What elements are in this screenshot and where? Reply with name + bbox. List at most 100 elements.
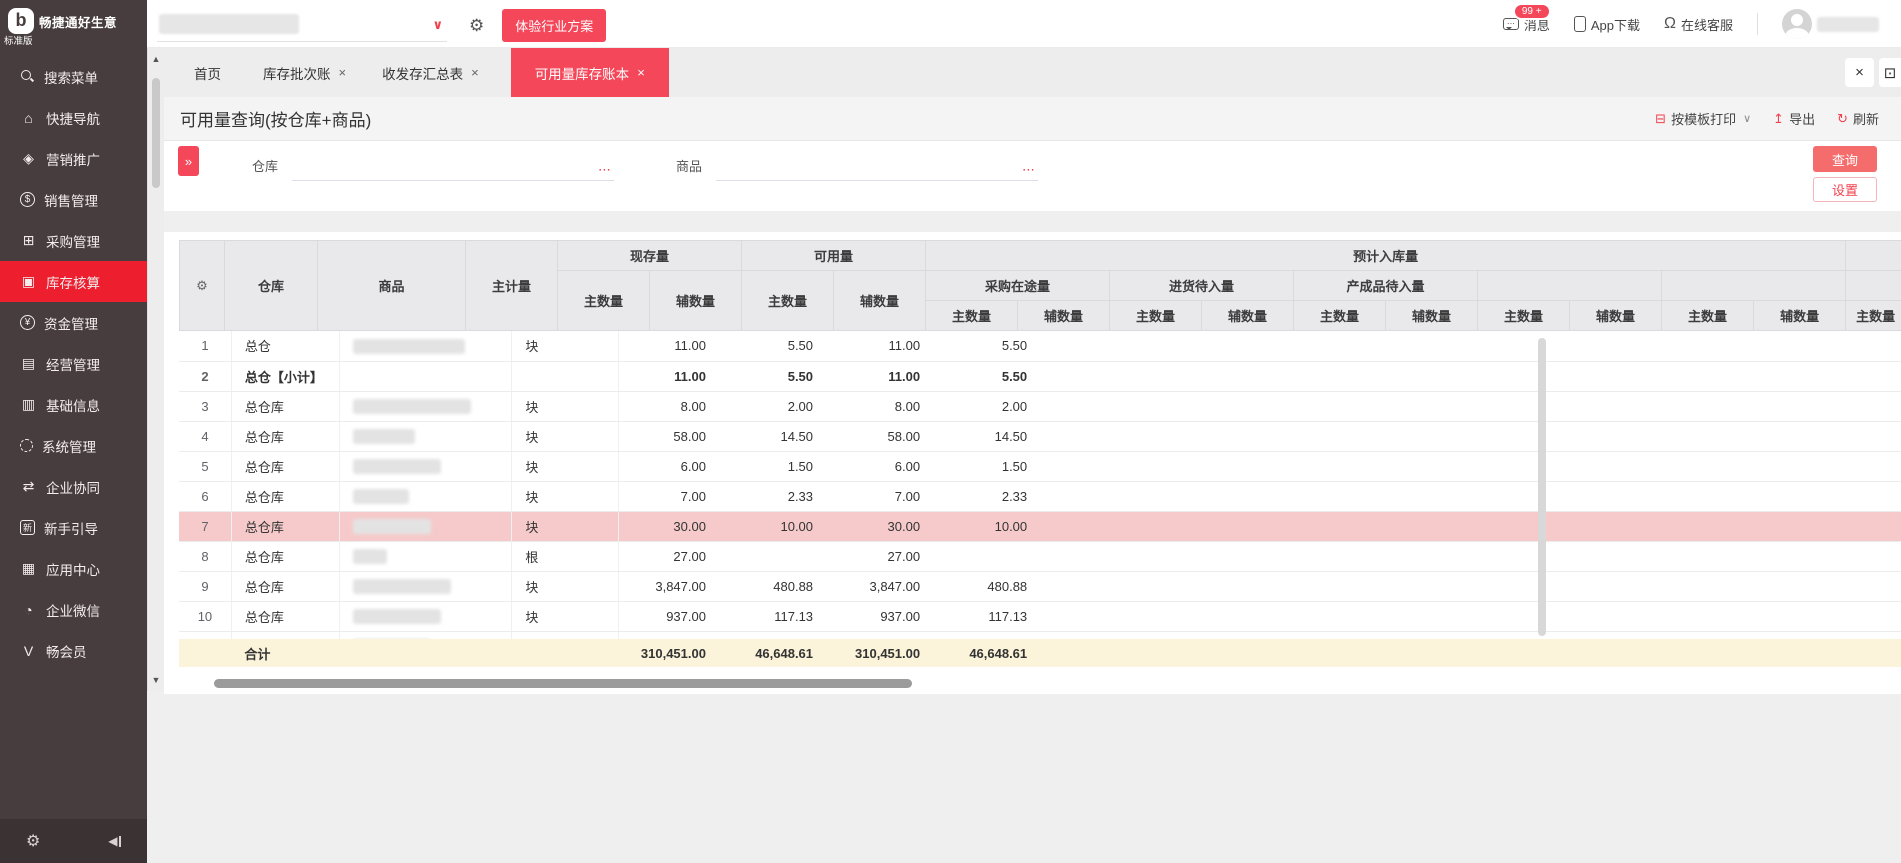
empty-cells [1047,361,1901,392]
close-icon[interactable]: × [637,65,645,80]
col-header-main-unit[interactable]: 主计量 [465,240,558,331]
table-row[interactable]: 8 总仓库 根 27.00 27.00 [179,541,1901,572]
empty-cells [1047,571,1901,602]
sidebar-item-inventory[interactable]: ▣ 库存核算 [0,261,147,302]
company-select[interactable]: ∨ [157,10,447,42]
gear-icon[interactable]: ⚙ [469,15,485,35]
unit-cell: 根 [511,541,620,572]
fullscreen-icon[interactable]: ⊡ [1879,58,1901,87]
scroll-down-icon[interactable]: ▼ [151,675,161,685]
vertical-scrollbar[interactable] [1538,338,1546,636]
chevron-down-icon[interactable]: ∨ [1743,113,1752,125]
scroll-up-icon[interactable]: ▲ [151,54,161,64]
sales-icon: $ [20,192,35,207]
refresh-button[interactable]: ↻ 刷新 [1837,109,1879,128]
settings-button[interactable]: 设置 [1813,177,1877,202]
col-header-aux-qty[interactable]: 辅数量 [1753,300,1847,331]
product-cell [339,511,513,542]
table-row[interactable]: 4 总仓库 块 58.00 14.50 58.00 14.50 [179,421,1901,452]
row-number: 5 [179,451,232,482]
table-row[interactable]: 10 总仓库 块 937.00 117.13 937.00 117.13 [179,601,1901,632]
tv-icon: ▦ [21,560,36,576]
expand-filters-button[interactable]: » [178,146,199,176]
export-button[interactable]: ↥ 导出 [1773,109,1815,128]
table-row-selected[interactable]: 7 总仓库 块 30.00 10.00 30.00 10.00 [179,511,1901,542]
print-by-template-button[interactable]: ⊟ 按模板打印 ∨ [1655,109,1751,128]
close-icon[interactable]: × [338,65,347,80]
sidebar-item-sales[interactable]: $ 销售管理 [0,179,147,220]
horizontal-scrollbar[interactable] [179,679,1891,688]
col-header-warehouse[interactable]: 仓库 [224,240,318,331]
table-row[interactable]: 6 总仓库 块 7.00 2.33 7.00 2.33 [179,481,1901,512]
warehouse-picker-icon[interactable]: ⋯ [598,162,613,177]
product-input[interactable]: ⋯ [716,155,1039,181]
tab-home[interactable]: 首页 [164,48,245,97]
try-industry-solution-button[interactable]: 体验行业方案 [502,9,607,42]
sidebar-item-quick-nav[interactable]: ⌂ 快捷导航 [0,97,147,138]
col-header-main-qty[interactable]: 主数量 [557,270,650,331]
sidebar-item-operations[interactable]: ▤ 经营管理 [0,343,147,384]
warehouse-input[interactable]: ⋯ [292,155,615,181]
sidebar-item-search-menu[interactable]: 搜索菜单 [0,56,147,97]
subgroup-finished-pending: 产成品待入量 [1293,270,1479,301]
column-settings-gear-icon[interactable]: ⚙ [179,240,225,331]
tab-label: 首页 [194,66,221,82]
col-header-main-qty[interactable]: 主数量 [925,300,1019,331]
app-download-button[interactable]: App下载 [1573,15,1640,34]
stock-aux-cell: 5.50 [725,331,834,362]
table-row-clipped[interactable]: 11 总仓库 块 110.00 14.75 110.00 14.75 [179,631,1901,639]
sidebar-item-app-center[interactable]: ▦ 应用中心 [0,548,147,589]
col-header-aux-qty[interactable]: 辅数量 [1201,300,1295,331]
table-row[interactable]: 3 总仓库 块 8.00 2.00 8.00 2.00 [179,391,1901,422]
chevron-down-icon[interactable]: ∨ [432,16,443,32]
online-support-button[interactable]: Ω 在线客服 [1664,15,1733,34]
close-all-icon[interactable]: × [1845,58,1874,87]
table-row[interactable]: 5 总仓库 块 6.00 1.50 6.00 1.50 [179,451,1901,482]
tab-label: 可用量库存账本 [534,66,630,82]
table-row[interactable]: 9 总仓库 块 3,847.00 480.88 3,847.00 480.88 [179,571,1901,602]
user-account[interactable] [1782,9,1879,39]
row-number: 3 [179,391,232,422]
redacted-product [353,399,472,415]
sidebar-item-wecom[interactable]: ◔ 企业微信 [0,589,147,630]
col-header-aux-qty[interactable]: 辅数量 [648,270,743,331]
product-picker-icon[interactable]: ⋯ [1022,162,1037,177]
export-label: 导出 [1789,112,1816,127]
col-header-main-qty[interactable]: 主数量 [1661,300,1755,331]
sidebar-item-member[interactable]: V 畅会员 [0,630,147,671]
col-header-main-qty[interactable]: 主数量 [741,270,835,331]
tab-batch-ledger[interactable]: 库存批次账 × [245,48,364,97]
sidebar-item-newbie-guide[interactable]: 新新手引导 [0,507,147,548]
sidebar-item-base-info[interactable]: ▥ 基础信息 [0,384,147,425]
col-header-aux-qty[interactable]: 辅数量 [833,270,927,331]
table-row-subtotal[interactable]: 2 总仓【小计】 11.00 5.50 11.00 5.50 [179,361,1901,392]
subgroup-purchase-pending: 进货待入量 [1109,270,1295,301]
sidebar-item-funds[interactable]: ¥ 资金管理 [0,302,147,343]
table-row[interactable]: 1 总仓 块 11.00 5.50 11.00 5.50 [179,331,1901,362]
col-header-main-qty[interactable]: 主数量 [1477,300,1571,331]
brand-area[interactable]: b 畅捷通好生意 标准版 [0,0,147,48]
col-header-aux-qty[interactable]: 辅数量 [1569,300,1663,331]
scrollbar-thumb[interactable] [152,78,160,188]
col-header-main-qty-clipped[interactable]: 主数量 [1845,300,1901,331]
tab-inout-summary[interactable]: 收发存汇总表 × [364,48,497,97]
close-icon[interactable]: × [471,65,479,80]
settings-gear-icon[interactable]: ⚙ [26,833,41,850]
collapse-sidebar-icon[interactable]: ◀ [108,834,121,848]
sidebar-item-marketing[interactable]: ◈ 营销推广 [0,138,147,179]
sidebar-item-purchase[interactable]: ⊞ 采购管理 [0,220,147,261]
col-header-product[interactable]: 商品 [317,240,466,331]
col-header-aux-qty[interactable]: 辅数量 [1017,300,1111,331]
col-header-aux-qty[interactable]: 辅数量 [1385,300,1479,331]
clipboard-icon: ▤ [21,355,36,371]
col-header-main-qty[interactable]: 主数量 [1293,300,1387,331]
sidebar-item-label: 搜索菜单 [44,70,98,86]
tab-available-ledger[interactable]: 可用量库存账本 × [510,48,669,97]
sidebar-item-collaboration[interactable]: ⇄ 企业协同 [0,466,147,507]
redacted-product [353,429,416,445]
sidebar-item-system[interactable]: 系统管理 [0,425,147,466]
col-header-main-qty[interactable]: 主数量 [1109,300,1203,331]
horizontal-scrollbar-thumb[interactable] [214,679,912,688]
messages-button[interactable]: ⋯ 消息 99 + [1502,2,1551,34]
query-button[interactable]: 查询 [1813,146,1877,172]
